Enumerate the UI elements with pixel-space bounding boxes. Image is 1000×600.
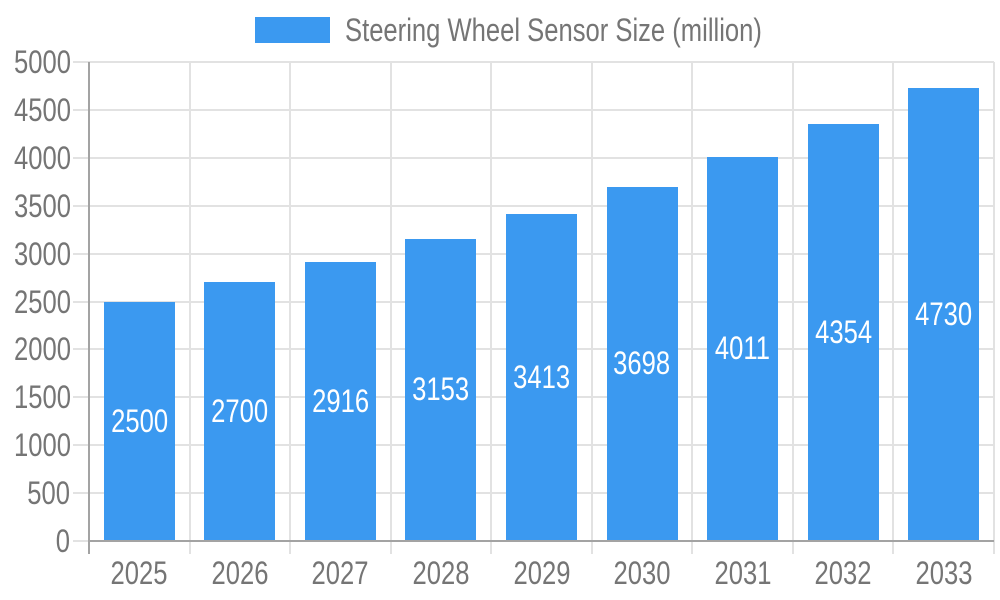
x-axis-line	[89, 540, 994, 542]
bar-value-label: 3413	[513, 359, 570, 395]
v-gridline	[289, 62, 292, 554]
x-tick-label: 2030	[613, 555, 671, 591]
y-tick-label: 5000	[14, 44, 71, 80]
x-tick-label: 2032	[814, 555, 872, 591]
v-gridline	[791, 62, 794, 554]
legend-label[interactable]: Steering Wheel Sensor Size (million)	[345, 12, 762, 48]
bar[interactable]: 3698	[606, 186, 678, 541]
bar-value-label: 2916	[311, 382, 369, 419]
bar[interactable]: 3413	[506, 214, 577, 541]
x-tick-label: 2033	[915, 555, 973, 591]
y-tick-label: 2500	[14, 283, 71, 320]
bar[interactable]: 4011	[707, 156, 779, 541]
y-tick-label: 1000	[14, 427, 71, 464]
y-tick-label: 3500	[14, 187, 71, 224]
v-gridline	[993, 62, 995, 554]
h-gridline	[73, 156, 994, 159]
bar-value-label: 4730	[915, 295, 973, 332]
bar[interactable]: 2916	[304, 261, 376, 541]
bar[interactable]: 3153	[405, 238, 477, 541]
h-gridline	[73, 108, 994, 111]
bar-value-label: 4011	[715, 330, 771, 367]
y-tick-label: 1500	[14, 379, 71, 416]
x-tick-label: 2028	[412, 555, 470, 591]
bar-value-label: 2700	[211, 393, 269, 430]
bar-value-label: 2500	[110, 402, 168, 439]
bar[interactable]: 2700	[204, 282, 276, 541]
v-gridline	[590, 62, 593, 554]
x-tick-label: 2025	[110, 555, 168, 591]
bar-value-label: 3698	[613, 345, 671, 382]
bar[interactable]: 2500	[103, 301, 175, 541]
h-gridline	[73, 61, 994, 63]
v-gridline	[389, 62, 392, 554]
bar-value-label: 3153	[412, 371, 470, 408]
v-gridline	[490, 62, 493, 554]
y-tick-label: 4500	[14, 91, 71, 128]
y-tick-label: 2000	[14, 331, 71, 368]
v-gridline	[892, 62, 895, 554]
legend-swatch[interactable]	[255, 17, 330, 43]
bar-value-label: 4354	[814, 313, 872, 350]
y-tick-label: 500	[27, 475, 71, 512]
x-tick-label: 2026	[211, 555, 269, 591]
bar[interactable]: 4730	[908, 87, 980, 541]
x-tick-label: 2027	[311, 555, 369, 591]
y-tick-label: 3000	[14, 235, 71, 272]
y-tick-label: 4000	[14, 139, 71, 176]
y-tick-label: 0	[55, 523, 70, 559]
y-axis-line	[88, 62, 90, 554]
h-gridline	[73, 204, 994, 207]
bar[interactable]: 4354	[807, 123, 879, 541]
v-gridline	[691, 62, 694, 554]
v-gridline	[188, 62, 191, 554]
x-tick-label: 2031	[714, 555, 772, 591]
x-tick-label: 2029	[513, 555, 570, 591]
